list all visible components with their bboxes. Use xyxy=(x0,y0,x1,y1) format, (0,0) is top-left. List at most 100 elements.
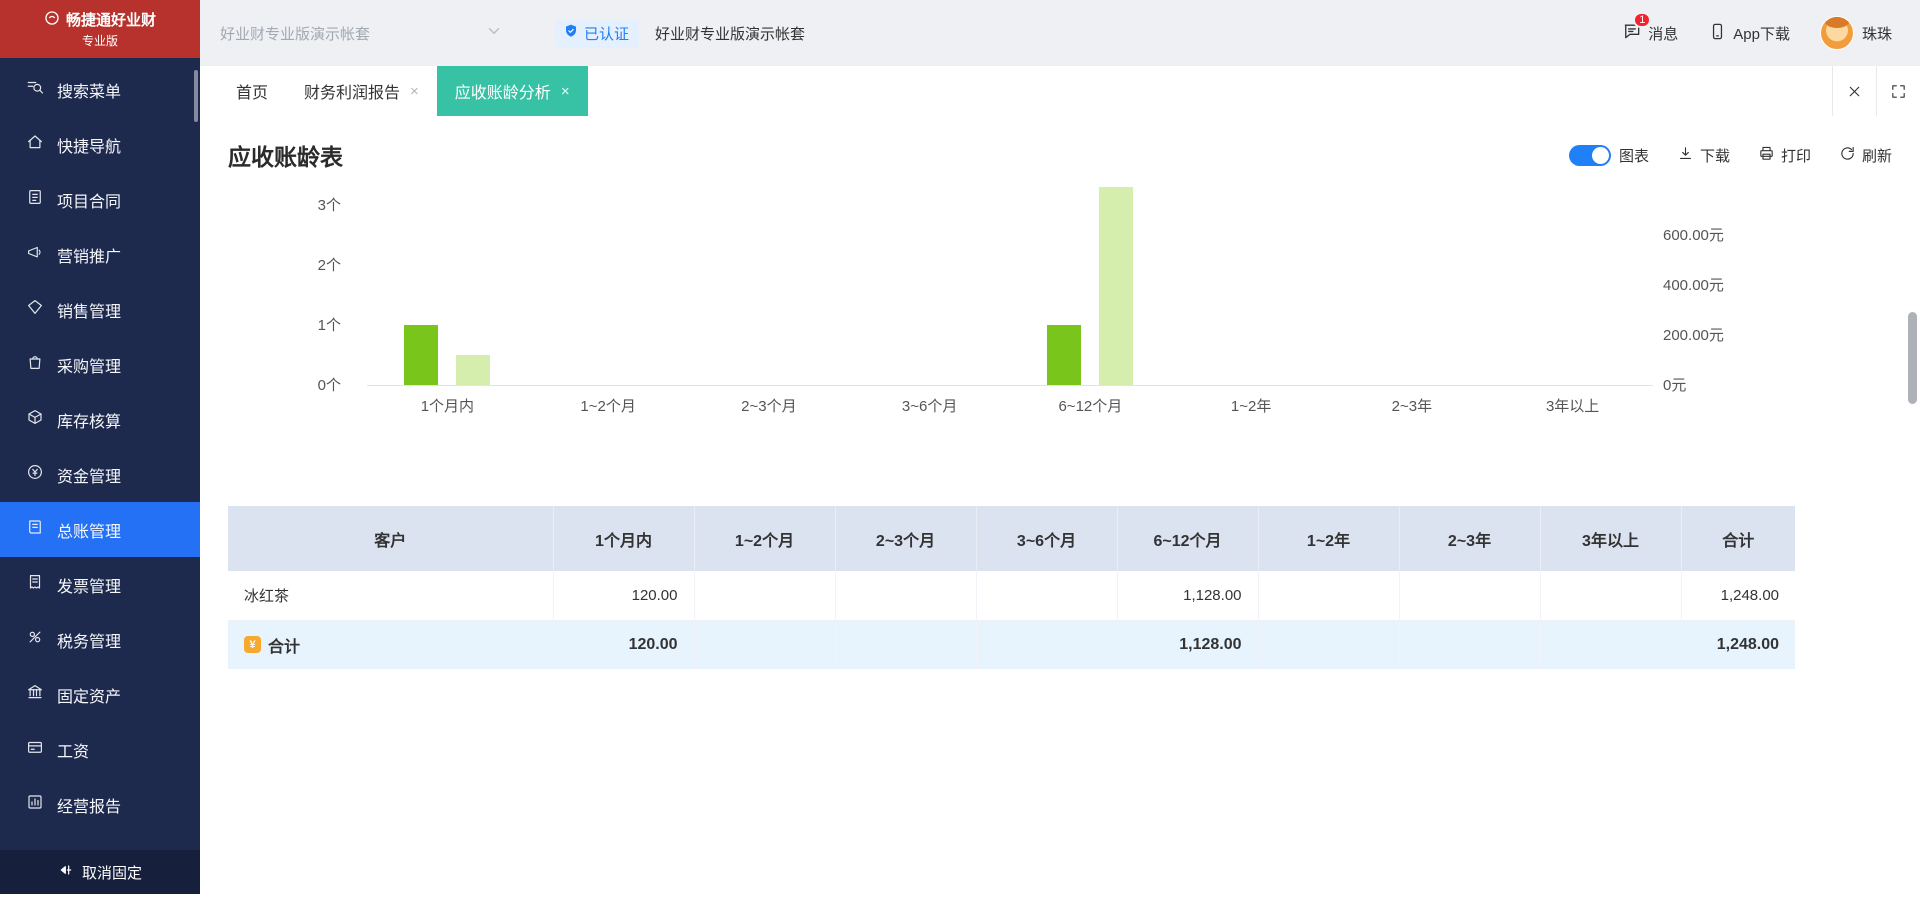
sidebar-item-inventory[interactable]: 库存核算 xyxy=(0,392,200,447)
download-button[interactable]: 下载 xyxy=(1677,145,1730,166)
toggle-switch[interactable] xyxy=(1568,144,1611,166)
table-col-header: 2~3个月 xyxy=(834,506,976,571)
sidebar-item-home[interactable]: 快捷导航 xyxy=(0,117,200,172)
chart-slot xyxy=(689,188,850,385)
sidebar-item-ledger[interactable]: 总账管理 xyxy=(0,502,200,557)
sidebar-item-label: 税务管理 xyxy=(57,633,122,651)
table-col-header: 3年以上 xyxy=(1539,506,1681,571)
logo-subtitle: 专业版 xyxy=(81,34,118,48)
sidebar-item-reimburse[interactable]: 小好报销 xyxy=(0,832,200,850)
report-toolbar: 图表 下载 xyxy=(1568,144,1892,166)
sidebar-item-label: 项目合同 xyxy=(57,193,122,211)
logo-icon xyxy=(44,10,60,30)
value-cell xyxy=(693,571,835,621)
value-cell xyxy=(975,571,1117,621)
user-menu[interactable]: 珠珠 xyxy=(1819,16,1892,50)
sidebar-scrollbar-thumb[interactable] xyxy=(194,70,198,122)
avatar xyxy=(1819,16,1854,50)
total-label: 合计 xyxy=(268,638,301,656)
value-cell: 1,128.00 xyxy=(1116,571,1258,621)
total-value-cell xyxy=(975,620,1117,669)
table-col-header: 2~3年 xyxy=(1398,506,1540,571)
sidebar-item-invoice[interactable]: 发票管理 xyxy=(0,557,200,612)
sidebar-item-label: 营销推广 xyxy=(57,248,122,266)
right-axis-tick: 0元 xyxy=(1663,377,1687,394)
tab-close-icon[interactable]: × xyxy=(560,82,570,100)
ledger-icon xyxy=(26,518,44,541)
logo-title: 畅捷通好业财 xyxy=(65,12,156,29)
sidebar-item-assets[interactable]: 固定资产 xyxy=(0,667,200,722)
chart-toggle-label: 图表 xyxy=(1618,147,1649,165)
table-col-header: 6~12个月 xyxy=(1116,506,1258,571)
table-total-row: ¥ 合计 120.00 1,128.00 1,248.00 xyxy=(228,620,1795,669)
right-axis-tick: 600.00元 xyxy=(1663,227,1724,244)
total-value-cell xyxy=(834,620,976,669)
assets-icon xyxy=(26,683,44,706)
sidebar-item-sales[interactable]: 销售管理 xyxy=(0,282,200,337)
sidebar-item-tax[interactable]: 税务管理 xyxy=(0,612,200,667)
tabbar: 首页 财务利润报告 × 应收账龄分析 × xyxy=(200,66,1920,116)
messages-button[interactable]: 1 消息 xyxy=(1622,12,1679,45)
sidebar-item-contract[interactable]: 项目合同 xyxy=(0,172,200,227)
tax-icon xyxy=(26,628,44,651)
tab-finance-profit-report[interactable]: 财务利润报告 × xyxy=(286,66,437,116)
sidebar-item-purchase[interactable]: 采购管理 xyxy=(0,337,200,392)
contract-icon xyxy=(26,188,44,211)
sidebar-item-salary[interactable]: 工资 xyxy=(0,722,200,777)
unpin-button[interactable]: 取消固定 xyxy=(0,850,200,894)
print-button[interactable]: 打印 xyxy=(1758,145,1811,166)
table-row: 冰红茶 120.00 1,128.00 1,248.00 xyxy=(228,571,1795,621)
total-coin-icon: ¥ xyxy=(244,636,261,654)
right-axis-tick: 400.00元 xyxy=(1663,277,1724,294)
x-axis-label: 2~3年 xyxy=(1391,398,1433,415)
value-cell: 1,248.00 xyxy=(1680,571,1795,621)
close-all-tabs-button[interactable] xyxy=(1832,66,1876,116)
tab-receivable-aging-analysis[interactable]: 应收账龄分析 × xyxy=(436,66,588,116)
total-value-cell xyxy=(1398,620,1540,669)
sidebar-item-report[interactable]: 经营报告 xyxy=(0,777,200,832)
chart-left-axis: 3个 2个 1个 0个 xyxy=(228,188,367,394)
topbar-right: 1 消息 App下载 珠珠 xyxy=(1622,12,1892,50)
left-axis-tick: 1个 xyxy=(317,317,341,334)
purchase-icon xyxy=(26,353,44,376)
total-value-cell: 1,248.00 xyxy=(1680,620,1795,669)
chart-toggle[interactable]: 图表 xyxy=(1568,144,1649,166)
tabs: 首页 财务利润报告 × 应收账龄分析 × xyxy=(200,66,1832,116)
sidebar-item-label: 工资 xyxy=(57,743,90,761)
sidebar-item-label: 发票管理 xyxy=(57,578,122,596)
sidebar-item-megaphone[interactable]: 营销推广 xyxy=(0,227,200,282)
workspace-select[interactable]: 好业财专业版演示帐套 xyxy=(214,22,509,44)
tab-close-icon[interactable]: × xyxy=(410,82,419,100)
page-title: 应收账龄表 xyxy=(228,144,343,170)
x-axis-label: 1~2个月 xyxy=(580,398,636,415)
tab-actions xyxy=(1832,66,1920,116)
fullscreen-icon[interactable] xyxy=(1876,66,1920,116)
refresh-button[interactable]: 刷新 xyxy=(1839,145,1892,166)
sidebar-item-funds[interactable]: 资金管理 xyxy=(0,447,200,502)
x-axis-label: 6~12个月 xyxy=(1058,398,1123,415)
sidebar-item-search-menu[interactable]: 搜索菜单 xyxy=(0,62,200,117)
left-axis-tick: 3个 xyxy=(317,197,341,214)
amount-bar xyxy=(1099,187,1134,385)
table-col-header: 1~2年 xyxy=(1257,506,1399,571)
chart-x-labels: 1个月内 1~2个月 2~3个月 3~6个月 6~12个月 1~2年 2~3年 3年以上 xyxy=(367,386,1653,416)
sidebar-item-label: 销售管理 xyxy=(57,303,122,321)
messages-count-badge: 1 xyxy=(1633,12,1652,28)
sidebar-item-label: 快捷导航 xyxy=(57,138,122,156)
main-area: 好业财专业版演示帐套 已认证 好业财专业版演示帐套 xyxy=(200,0,1920,902)
page-scrollbar-thumb[interactable] xyxy=(1908,312,1917,404)
funds-icon xyxy=(26,463,44,486)
user-name: 珠珠 xyxy=(1861,25,1892,43)
chevron-down-icon xyxy=(485,22,503,44)
certified-badge: 已认证 xyxy=(555,18,640,48)
x-axis-label: 1~2年 xyxy=(1230,398,1272,415)
app-download-button[interactable]: App下载 xyxy=(1708,22,1790,45)
sidebar-item-label: 资金管理 xyxy=(57,468,122,486)
table-col-header: 客户 xyxy=(228,506,553,571)
value-cell xyxy=(834,571,976,621)
sidebar-item-label: 采购管理 xyxy=(57,358,122,376)
messages-label: 消息 xyxy=(1648,25,1679,43)
tab-home[interactable]: 首页 xyxy=(218,66,286,116)
tab-label: 首页 xyxy=(236,85,269,102)
